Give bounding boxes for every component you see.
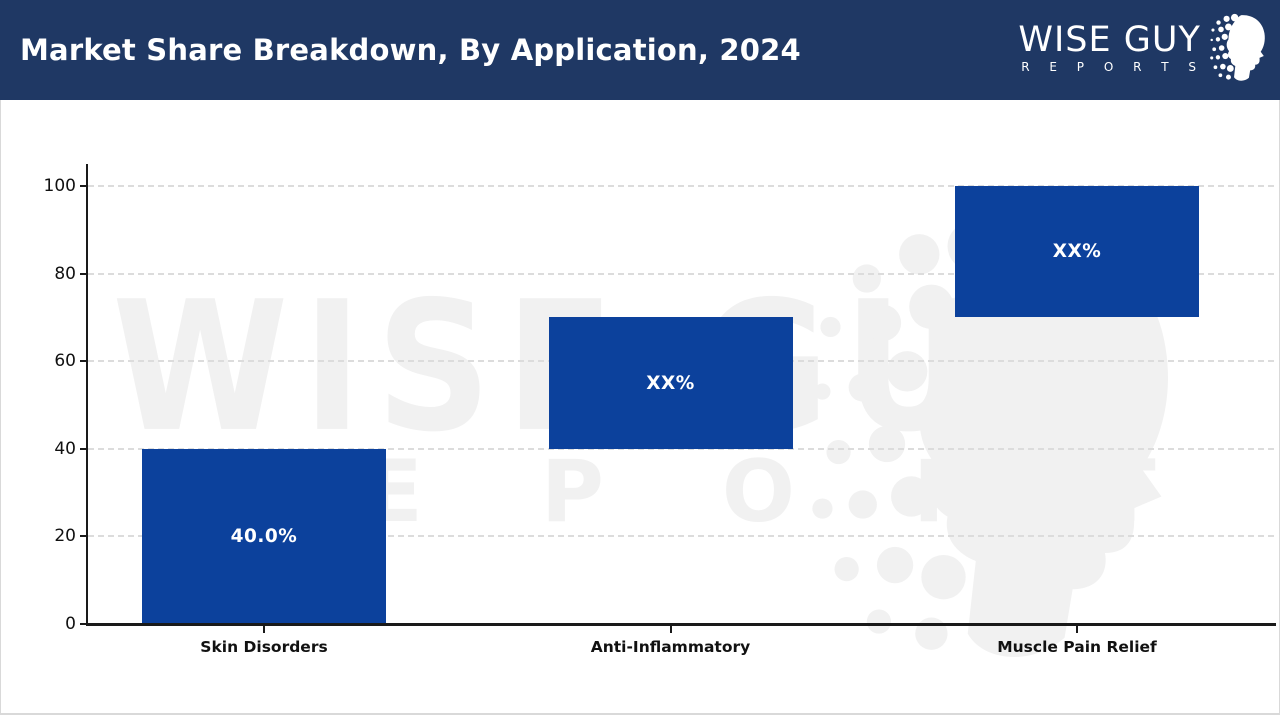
bar-value-label: 40.0% <box>230 525 298 547</box>
x-tick-mark <box>669 625 672 633</box>
category-label: Anti-Inflammatory <box>590 638 751 656</box>
header-bar: Market Share Breakdown, By Application, … <box>0 0 1280 100</box>
category-label: Skin Disorders <box>200 638 328 656</box>
gridline <box>88 272 1274 275</box>
y-tick-label: 100 <box>43 176 76 196</box>
bar: 40.0% <box>142 448 386 624</box>
brand-subtext: R E P O R T S <box>1021 59 1204 74</box>
bar-value-label: XX% <box>646 372 695 394</box>
y-tick-label: 60 <box>54 351 76 372</box>
y-tick-mark <box>80 623 88 625</box>
y-tick-mark <box>80 535 88 538</box>
y-tick-label: 20 <box>54 526 76 547</box>
y-axis-line <box>86 164 88 626</box>
y-tick-mark <box>80 272 88 275</box>
x-tick-mark <box>1076 625 1078 633</box>
x-axis-line <box>86 623 1276 626</box>
y-tick-label: 40 <box>54 438 76 459</box>
bar: XX% <box>955 186 1199 318</box>
bar-value-label: XX% <box>1052 241 1102 263</box>
y-tick-label: 80 <box>54 263 76 284</box>
brand-wordmark: WISE GUY <box>1018 20 1201 61</box>
y-tick-mark <box>80 185 88 187</box>
y-tick-label: 0 <box>65 614 76 634</box>
gridline <box>88 185 1274 187</box>
y-tick-mark <box>80 360 88 363</box>
y-tick-mark <box>80 447 88 450</box>
x-tick-mark <box>263 625 265 633</box>
gridline <box>88 447 1274 450</box>
gridline <box>88 535 1274 538</box>
category-label: Muscle Pain Relief <box>997 638 1157 656</box>
page-title: Market Share Breakdown, By Application, … <box>20 33 801 67</box>
brand-logo-text: WISE GUY R E P O R T S <box>1015 22 1204 74</box>
bar: XX% <box>548 317 793 449</box>
brand-head-icon <box>1210 13 1265 81</box>
brand-logo: WISE GUY R E P O R T S <box>1015 7 1270 89</box>
